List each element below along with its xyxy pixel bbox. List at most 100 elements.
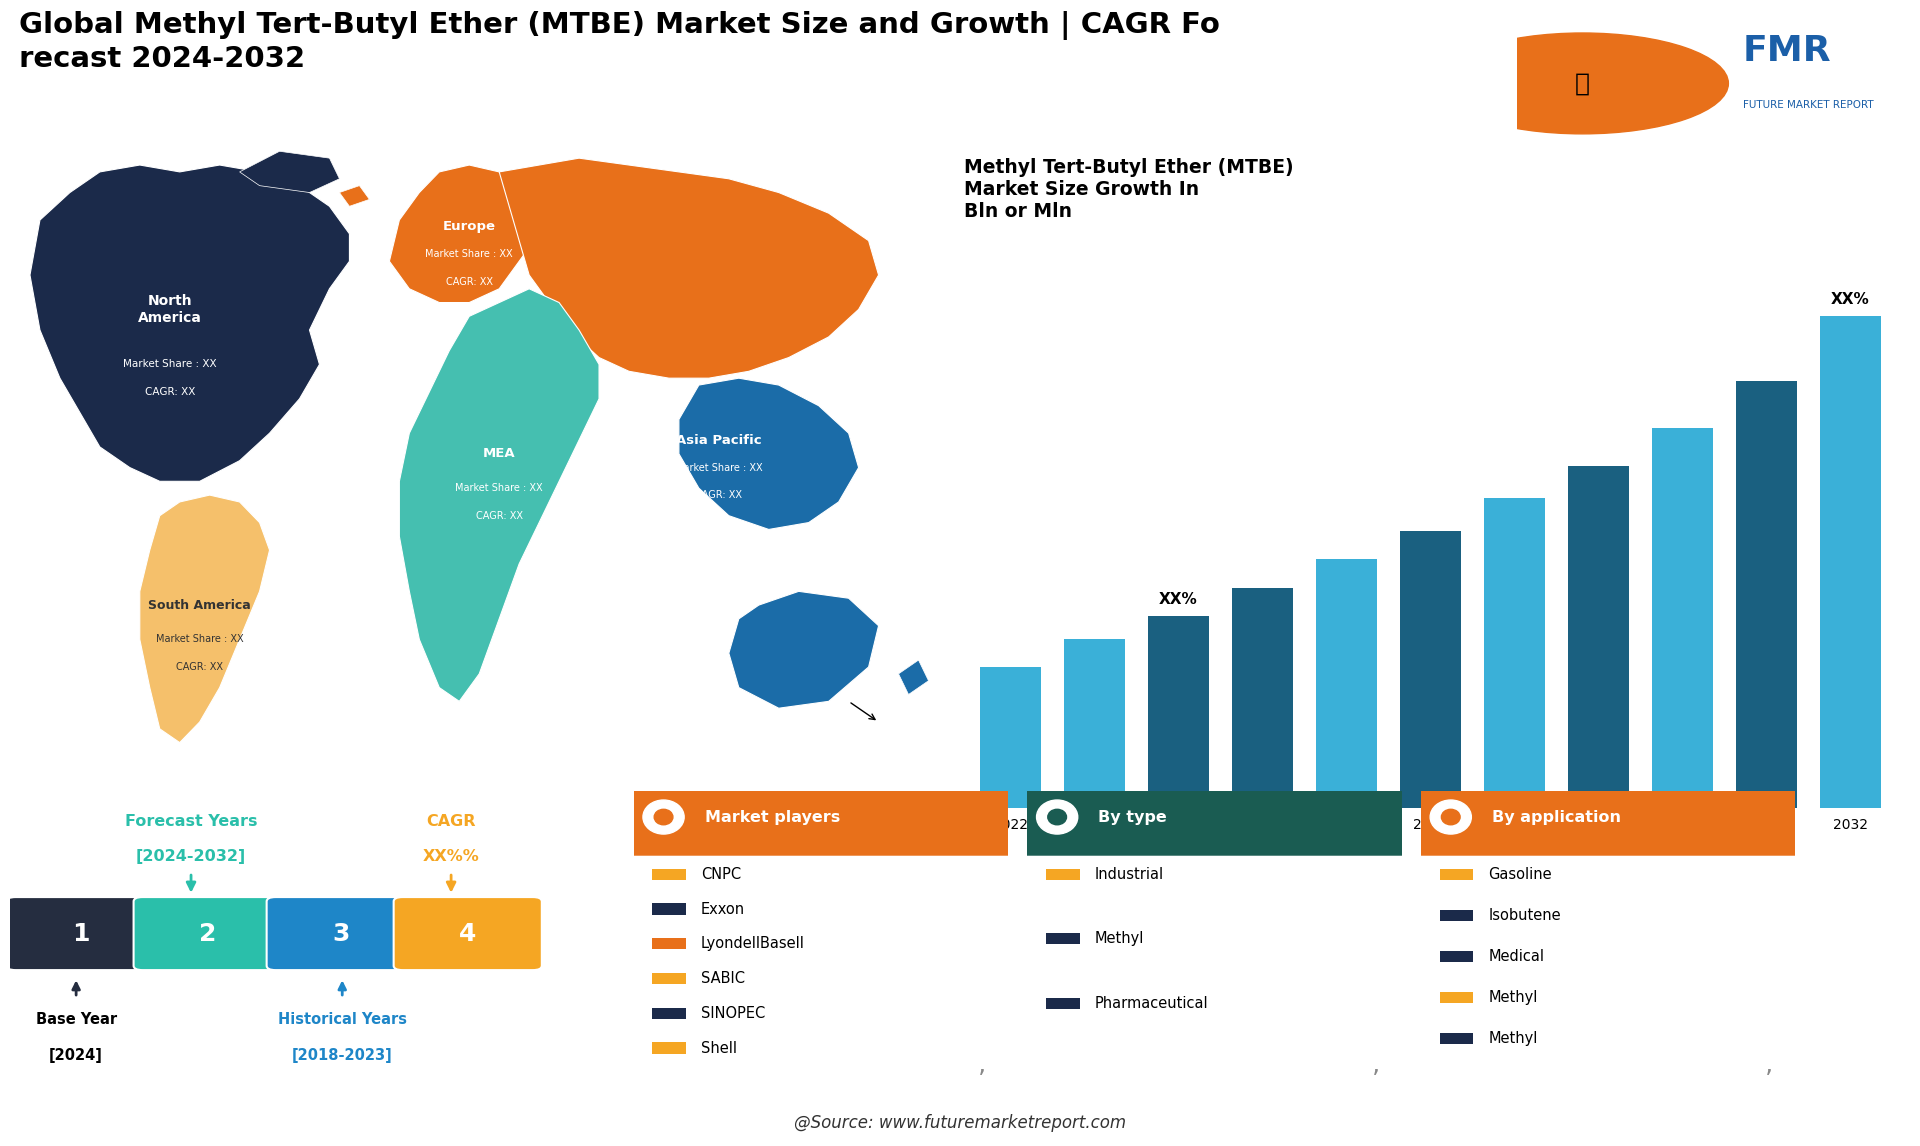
FancyBboxPatch shape — [394, 897, 541, 971]
Text: 👤: 👤 — [1574, 71, 1590, 95]
Text: 2: 2 — [200, 921, 217, 945]
FancyBboxPatch shape — [618, 778, 1023, 856]
Bar — [1046, 998, 1079, 1008]
Text: ’: ’ — [1764, 1068, 1772, 1092]
Circle shape — [1442, 809, 1459, 825]
Text: Gasoline: Gasoline — [1488, 866, 1551, 881]
Text: FUTURE MARKET REPORT: FUTURE MARKET REPORT — [1743, 100, 1874, 110]
Text: SINOPEC: SINOPEC — [701, 1006, 766, 1021]
Bar — [1046, 933, 1079, 944]
Bar — [653, 939, 685, 949]
Bar — [979, 667, 1041, 808]
FancyBboxPatch shape — [267, 897, 415, 971]
FancyBboxPatch shape — [626, 843, 1016, 1106]
Text: Market Share : XX: Market Share : XX — [426, 250, 513, 259]
Text: Global Methyl Tert-Butyl Ether (MTBE) Market Size and Growth | CAGR Fo
recast 20: Global Methyl Tert-Butyl Ether (MTBE) Ma… — [19, 11, 1219, 73]
Text: Isobutene: Isobutene — [1488, 908, 1561, 923]
Text: 3: 3 — [332, 921, 349, 945]
Polygon shape — [390, 165, 549, 303]
Bar — [1148, 615, 1210, 808]
Text: Methyl: Methyl — [1488, 1031, 1538, 1046]
Text: 1: 1 — [71, 921, 90, 945]
Text: Market Share : XX: Market Share : XX — [123, 360, 217, 369]
Text: ’: ’ — [1371, 1068, 1379, 1092]
Text: CAGR: XX: CAGR: XX — [177, 662, 223, 672]
Text: ’: ’ — [977, 1068, 985, 1092]
Bar — [1440, 1033, 1473, 1044]
Bar — [1064, 639, 1125, 808]
Polygon shape — [140, 495, 269, 743]
Text: Methyl: Methyl — [1094, 932, 1144, 947]
Text: FMR: FMR — [1743, 33, 1832, 68]
Text: Methyl: Methyl — [1488, 990, 1538, 1005]
FancyBboxPatch shape — [1012, 778, 1417, 856]
Text: Asia Pacific: Asia Pacific — [676, 433, 762, 447]
Bar — [1400, 532, 1461, 808]
Text: Forecast Years: Forecast Years — [125, 814, 257, 829]
Text: [2024-2032]: [2024-2032] — [136, 849, 246, 864]
Text: Pharmaceutical: Pharmaceutical — [1094, 996, 1208, 1011]
Text: CAGR: XX: CAGR: XX — [695, 490, 743, 500]
Text: Base Year: Base Year — [36, 1013, 117, 1028]
Text: XX%: XX% — [1832, 292, 1870, 307]
Text: South America: South America — [148, 598, 252, 612]
Text: LyondellBasell: LyondellBasell — [701, 936, 804, 951]
FancyBboxPatch shape — [6, 897, 156, 971]
Polygon shape — [680, 378, 858, 529]
Circle shape — [1430, 800, 1471, 834]
Text: Market Share : XX: Market Share : XX — [676, 463, 762, 472]
Bar — [1736, 382, 1797, 808]
Polygon shape — [240, 151, 340, 193]
FancyBboxPatch shape — [1405, 778, 1811, 856]
Bar — [653, 869, 685, 880]
Bar — [1440, 992, 1473, 1003]
Text: Medical: Medical — [1488, 949, 1544, 964]
Text: [2018-2023]: [2018-2023] — [292, 1047, 392, 1062]
Text: Market players: Market players — [705, 809, 839, 824]
Text: CNPC: CNPC — [701, 866, 741, 881]
Polygon shape — [31, 165, 349, 481]
Polygon shape — [730, 591, 879, 708]
FancyBboxPatch shape — [1020, 843, 1409, 1106]
Bar — [1484, 499, 1544, 808]
Text: Industrial: Industrial — [1094, 866, 1164, 881]
Bar — [653, 903, 685, 915]
Bar — [1820, 315, 1880, 808]
Circle shape — [643, 800, 684, 834]
FancyBboxPatch shape — [134, 897, 282, 971]
Text: Market Share : XX: Market Share : XX — [156, 635, 244, 644]
Polygon shape — [399, 289, 599, 701]
Bar — [1233, 588, 1292, 808]
Text: CAGR: XX: CAGR: XX — [144, 387, 196, 397]
Circle shape — [1436, 33, 1728, 134]
Text: By application: By application — [1492, 809, 1620, 824]
Text: [2024]: [2024] — [50, 1047, 104, 1062]
Bar — [1440, 910, 1473, 921]
FancyBboxPatch shape — [1413, 843, 1803, 1106]
Text: Shell: Shell — [701, 1041, 737, 1055]
Bar — [1651, 429, 1713, 808]
Bar — [653, 1007, 685, 1019]
Text: MEA: MEA — [484, 447, 515, 461]
Text: CAGR: XX: CAGR: XX — [445, 277, 493, 286]
Bar — [1440, 951, 1473, 961]
Circle shape — [655, 809, 672, 825]
Text: Market Share : XX: Market Share : XX — [455, 484, 543, 493]
Text: CAGR: CAGR — [426, 814, 476, 829]
Circle shape — [1037, 800, 1077, 834]
Text: Exxon: Exxon — [701, 902, 745, 917]
Bar — [1315, 559, 1377, 808]
Bar — [653, 973, 685, 984]
Polygon shape — [899, 660, 929, 694]
Text: Methyl Tert-Butyl Ether (MTBE)
Market Size Growth In
Bln or Mln: Methyl Tert-Butyl Ether (MTBE) Market Si… — [964, 158, 1294, 221]
Text: North
America: North America — [138, 295, 202, 324]
Circle shape — [1048, 809, 1066, 825]
Bar — [1046, 869, 1079, 880]
Text: Europe: Europe — [444, 220, 495, 234]
Text: XX%: XX% — [1160, 592, 1198, 607]
Polygon shape — [340, 186, 369, 206]
Bar — [1569, 465, 1628, 808]
Text: Historical Years: Historical Years — [278, 1013, 407, 1028]
Text: 4: 4 — [459, 921, 476, 945]
Bar — [1440, 869, 1473, 880]
